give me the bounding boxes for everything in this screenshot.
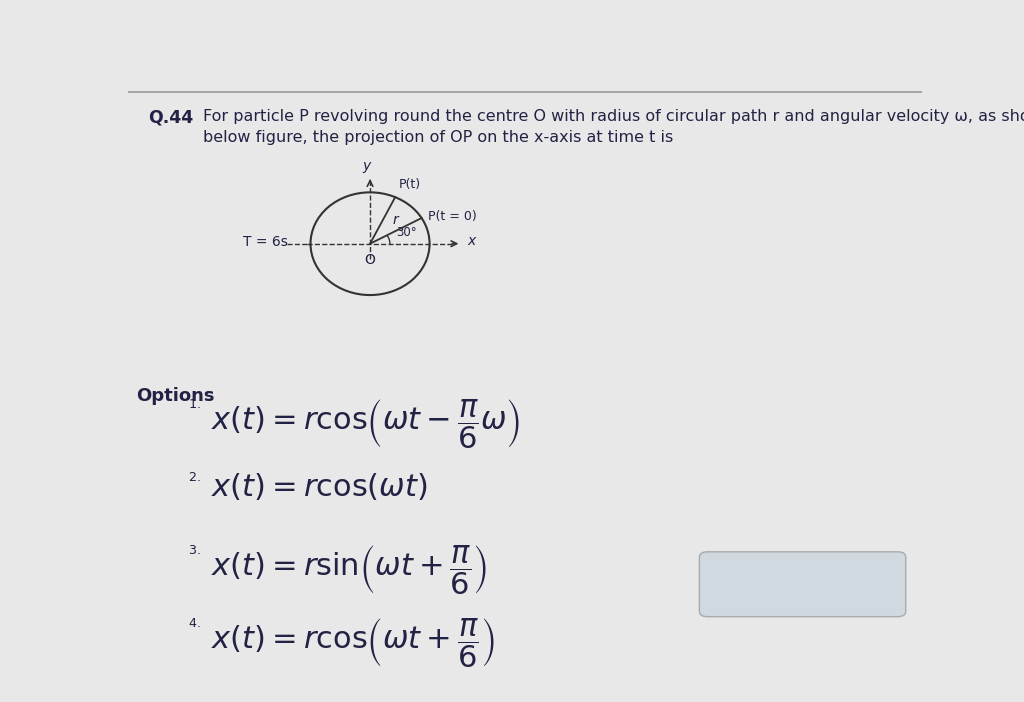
Text: x: x <box>468 234 476 248</box>
Text: 30°: 30° <box>396 226 417 239</box>
Text: $^{3.}$: $^{3.}$ <box>187 546 201 564</box>
Text: $^{4.}$: $^{4.}$ <box>187 619 201 637</box>
Text: $x(t) = r\sin\!\left(\omega t + \dfrac{\pi}{6}\right)$: $x(t) = r\sin\!\left(\omega t + \dfrac{\… <box>211 544 487 597</box>
Text: For particle P revolving round the centre O with radius of circular path r and a: For particle P revolving round the centr… <box>204 109 1024 145</box>
Text: y: y <box>362 159 371 173</box>
Text: $x(t) = r\cos(\omega t)$: $x(t) = r\cos(\omega t)$ <box>211 471 428 502</box>
Text: O: O <box>364 253 375 267</box>
Text: $x(t) = r\cos\!\left(\omega t - \dfrac{\pi}{6}\omega\right)$: $x(t) = r\cos\!\left(\omega t - \dfrac{\… <box>211 398 521 451</box>
Text: Question ID: Question ID <box>809 584 890 598</box>
FancyBboxPatch shape <box>699 552 905 616</box>
Text: $^{2.}$: $^{2.}$ <box>187 473 201 491</box>
Text: Q.44: Q.44 <box>147 109 194 126</box>
Text: r: r <box>392 213 398 227</box>
Text: Options: Options <box>136 387 214 405</box>
Text: P(t): P(t) <box>399 178 421 191</box>
Text: P(t = 0): P(t = 0) <box>428 211 477 223</box>
Text: T = 6s: T = 6s <box>243 235 288 249</box>
Text: Question Type: Question Type <box>792 571 890 585</box>
Text: $^{1.}$: $^{1.}$ <box>187 400 201 418</box>
Text: $x(t) = r\cos\!\left(\omega t + \dfrac{\pi}{6}\right)$: $x(t) = r\cos\!\left(\omega t + \dfrac{\… <box>211 616 496 670</box>
